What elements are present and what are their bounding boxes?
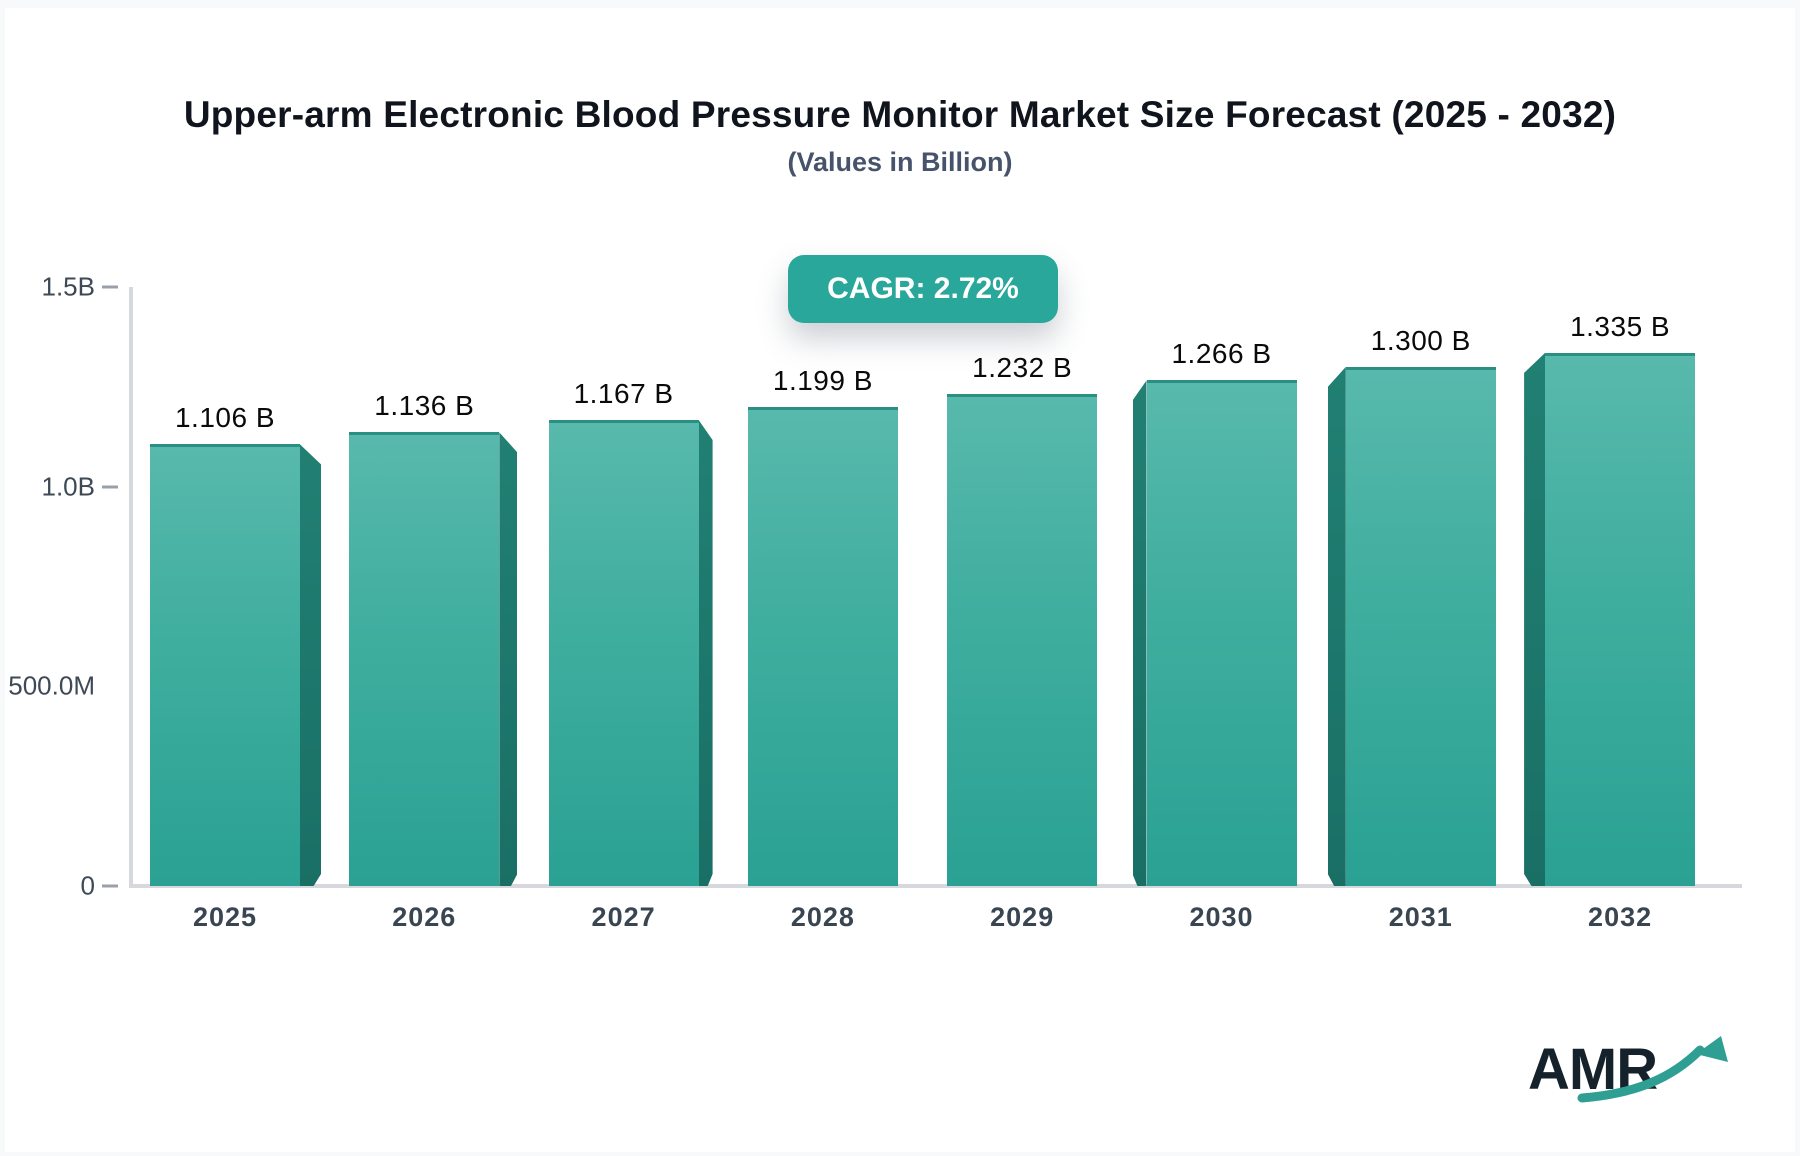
bar-2027 [548, 419, 699, 886]
x-axis-label-2028: 2028 [790, 902, 855, 932]
bar-column-2029: 1.232 B 2029 [947, 352, 1098, 932]
x-axis-label-2026: 2026 [392, 902, 457, 932]
bar-3d-side [699, 420, 713, 886]
bar-top-edge [349, 432, 500, 436]
bars-container: 1.106 B 2025 1.136 B 2026 1.167 B 2027 1.199 B… [150, 287, 1750, 932]
cagr-badge: CAGR: 2.72% [788, 255, 1058, 323]
bar-3d-side [300, 444, 321, 886]
y-axis-tick-dash [102, 485, 118, 489]
x-axis-label-2029: 2029 [990, 902, 1055, 932]
bar-2032 [1545, 352, 1696, 886]
bar-value-label: 1.106 B [174, 402, 276, 434]
bar-top-edge [1545, 352, 1696, 356]
bar-top-edge [1345, 366, 1496, 370]
bar-value-label: 1.335 B [1570, 310, 1671, 342]
bar-3d-side [1328, 367, 1346, 886]
bar-2030 [1146, 380, 1297, 886]
bar-column-2028: 1.199 B 2028 [747, 365, 898, 932]
y-axis-tick-dash [102, 884, 118, 888]
bar-3d-side [1133, 380, 1147, 886]
bar-top-edge [150, 444, 300, 448]
y-axis-tick-label: 500.0M [8, 670, 95, 701]
bar-top-edge [747, 407, 898, 411]
y-axis-tick-label: 1.5B [41, 271, 96, 302]
bar-2031 [1345, 366, 1496, 886]
bar-top-edge [548, 419, 699, 423]
bar-column-2031: 1.300 B 2031 [1345, 325, 1496, 932]
bar-3d-side [499, 432, 517, 886]
bar-value-label: 1.266 B [1171, 338, 1272, 370]
bar-value-label: 1.199 B [772, 365, 873, 397]
bar-top-edge [947, 394, 1098, 398]
bar-top-edge [1146, 380, 1297, 384]
chart-title: Upper-arm Electronic Blood Pressure Moni… [183, 94, 1617, 135]
bar-column-2030: 1.266 B 2030 [1146, 338, 1297, 932]
bar-3d-side [1524, 353, 1545, 886]
bar-value-label: 1.136 B [374, 390, 475, 422]
y-axis-tick-dash [102, 285, 118, 289]
growth-arrow-icon [1577, 1036, 1728, 1103]
bar-2029 [947, 394, 1098, 886]
cagr-badge-label: CAGR: 2.72% [827, 272, 1019, 305]
x-axis-label-2025: 2025 [192, 902, 258, 932]
y-axis-line [129, 287, 133, 886]
y-axis-tick-label: 0 [80, 870, 95, 901]
bar-column-2032: 1.335 B 2032 [1545, 311, 1696, 932]
bar-2028 [747, 407, 898, 886]
bar-value-label: 1.232 B [972, 352, 1073, 384]
x-axis-label-2027: 2027 [591, 902, 656, 932]
bar-column-2026: 1.136 B 2026 [349, 390, 500, 932]
bar-column-2027: 1.167 B 2027 [548, 378, 699, 932]
bar-2025 [150, 444, 300, 886]
bar-column-2025: 1.106 B 2025 [150, 402, 300, 932]
amr-logo: AMR [1520, 1028, 1740, 1112]
x-axis-label-2032: 2032 [1588, 902, 1653, 932]
x-axis-baseline [129, 884, 1742, 888]
x-axis-label-2030: 2030 [1189, 902, 1254, 932]
bar-2026 [349, 432, 500, 886]
bar-value-label: 1.300 B [1370, 324, 1471, 356]
y-axis-tick-label: 1.0B [41, 471, 96, 502]
x-axis-label-2031: 2031 [1388, 902, 1453, 932]
bar-value-label: 1.167 B [573, 377, 674, 409]
chart-subtitle: (Values in Billion) [787, 147, 1013, 177]
